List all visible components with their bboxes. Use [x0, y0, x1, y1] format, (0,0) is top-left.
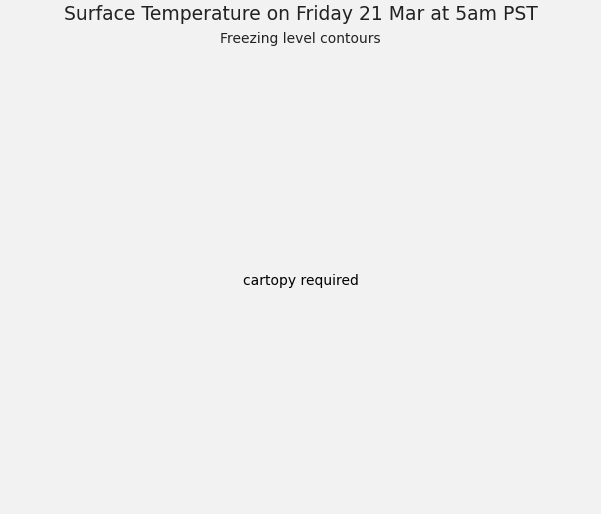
Text: Surface Temperature on Friday 21 Mar at 5am PST: Surface Temperature on Friday 21 Mar at …	[64, 5, 537, 24]
Text: Freezing level contours: Freezing level contours	[220, 32, 381, 46]
Text: cartopy required: cartopy required	[243, 274, 358, 288]
